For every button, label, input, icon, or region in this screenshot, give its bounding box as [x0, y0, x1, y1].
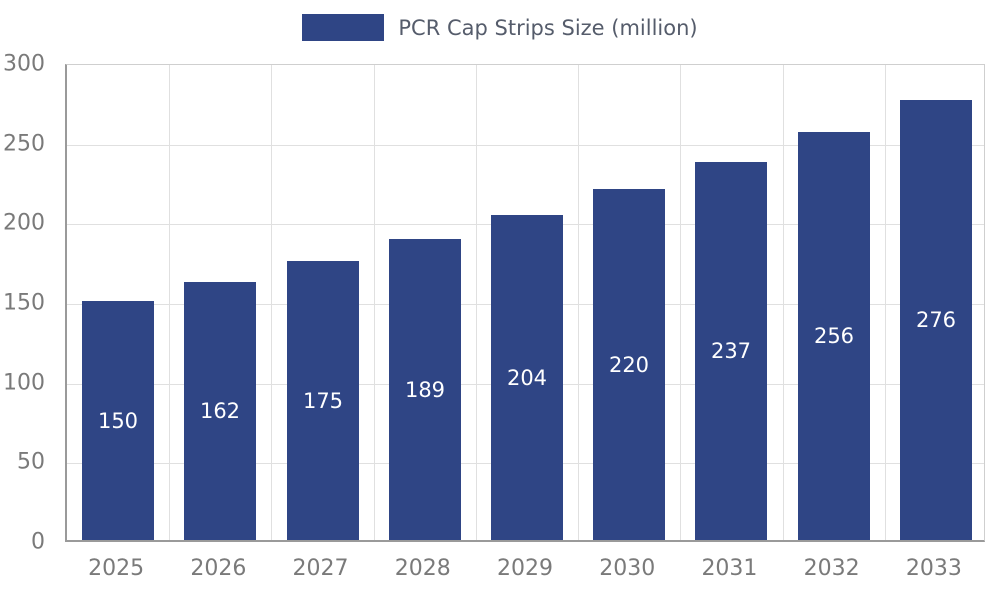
plot-area: 150 162 175 189 204 220 237 256 276: [65, 64, 985, 542]
y-axis-tick-label: 100: [3, 370, 45, 396]
x-axis-tick-label: 2033: [905, 556, 962, 581]
bar-value-label: 162: [199, 399, 241, 423]
gridline-v: [271, 65, 272, 540]
bar: 175: [287, 261, 359, 540]
gridline-h: [67, 144, 984, 146]
x-axis-tick-label: 2026: [190, 556, 247, 581]
y-axis-tick-label: 150: [3, 290, 45, 316]
bar-value-label: 175: [302, 388, 344, 413]
gridline-v: [476, 65, 477, 540]
x-axis-tick-label: 2025: [88, 556, 145, 581]
bar: 276: [900, 100, 972, 540]
gridline-v: [885, 65, 886, 540]
y-axis-tick-label: 50: [17, 449, 45, 475]
bar: 256: [798, 132, 870, 540]
x-axis-tick-label: 2028: [394, 556, 451, 581]
bar: 220: [593, 189, 665, 540]
bar: 204: [491, 215, 563, 540]
gridline-v: [783, 65, 784, 540]
y-axis-tick-label: 0: [31, 529, 45, 555]
bar-value-label: 237: [710, 339, 752, 363]
bar-value-label: 256: [813, 324, 855, 348]
bar: 150: [82, 301, 154, 540]
bar-value-label: 276: [915, 308, 957, 332]
gridline-v: [680, 65, 681, 540]
legend: PCR Cap Strips Size (million): [0, 14, 1000, 41]
bar-value-label: 220: [608, 352, 650, 377]
bar-value-label: 150: [97, 408, 139, 433]
y-axis-tick-label: 250: [3, 131, 45, 157]
gridline-v: [169, 65, 170, 540]
bar: 189: [389, 239, 461, 540]
x-axis-tick-label: 2031: [701, 556, 758, 581]
x-axis-tick-label: 2032: [803, 556, 860, 581]
gridline-v: [578, 65, 579, 540]
y-axis-tick-label: 300: [3, 51, 45, 77]
x-axis-tick-label: 2029: [497, 556, 553, 581]
bar-value-label: 204: [506, 365, 548, 390]
bar: 162: [184, 282, 256, 540]
legend-swatch: [302, 14, 385, 41]
y-axis-tick-label: 200: [3, 210, 45, 236]
legend-label: PCR Cap Strips Size (million): [398, 15, 698, 40]
bar-value-label: 189: [404, 377, 446, 402]
bar: 237: [695, 162, 767, 540]
gridline-v: [374, 65, 375, 540]
x-axis-tick-label: 2027: [292, 556, 349, 581]
x-axis-tick-label: 2030: [599, 556, 656, 581]
